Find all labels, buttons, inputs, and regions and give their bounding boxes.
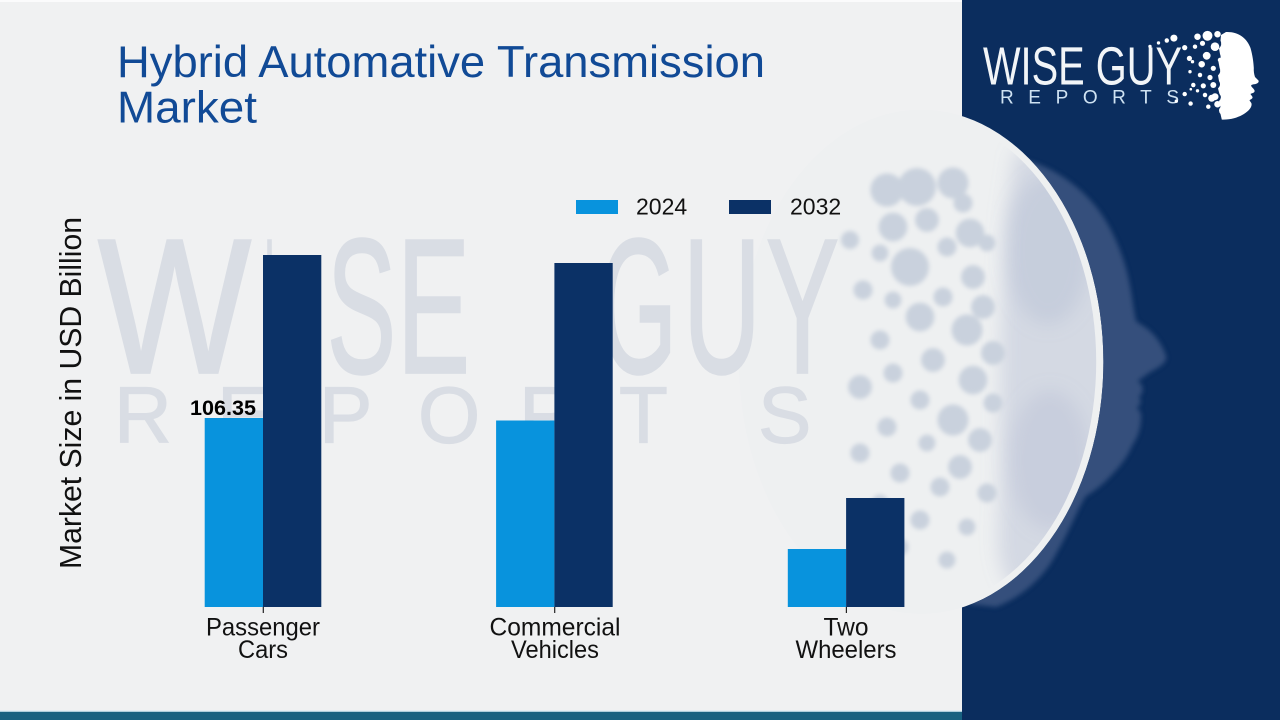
svg-text:Market: Market <box>117 83 258 132</box>
svg-text:Hybrid Automative Transmission: Hybrid Automative Transmission <box>117 38 765 87</box>
svg-text:REPORTS: REPORTS <box>114 370 811 459</box>
svg-text:106.35: 106.35 <box>190 397 256 420</box>
svg-text:Cars: Cars <box>238 636 288 664</box>
svg-text:U: U <box>683 199 761 414</box>
svg-text:E: E <box>397 199 470 414</box>
svg-text:2024: 2024 <box>636 193 687 219</box>
svg-text:S: S <box>327 199 396 414</box>
svg-text:Two: Two <box>824 614 869 642</box>
svg-text:Wheelers: Wheelers <box>796 636 897 664</box>
svg-text:W: W <box>98 199 251 414</box>
svg-text:2032: 2032 <box>790 193 841 219</box>
svg-text:Passenger: Passenger <box>206 614 320 642</box>
svg-text:Commercial: Commercial <box>490 614 621 642</box>
svg-text:Y: Y <box>766 199 839 414</box>
svg-text:Market Size in USD Billion: Market Size in USD Billion <box>53 217 88 569</box>
svg-text:Vehicles: Vehicles <box>511 636 599 664</box>
